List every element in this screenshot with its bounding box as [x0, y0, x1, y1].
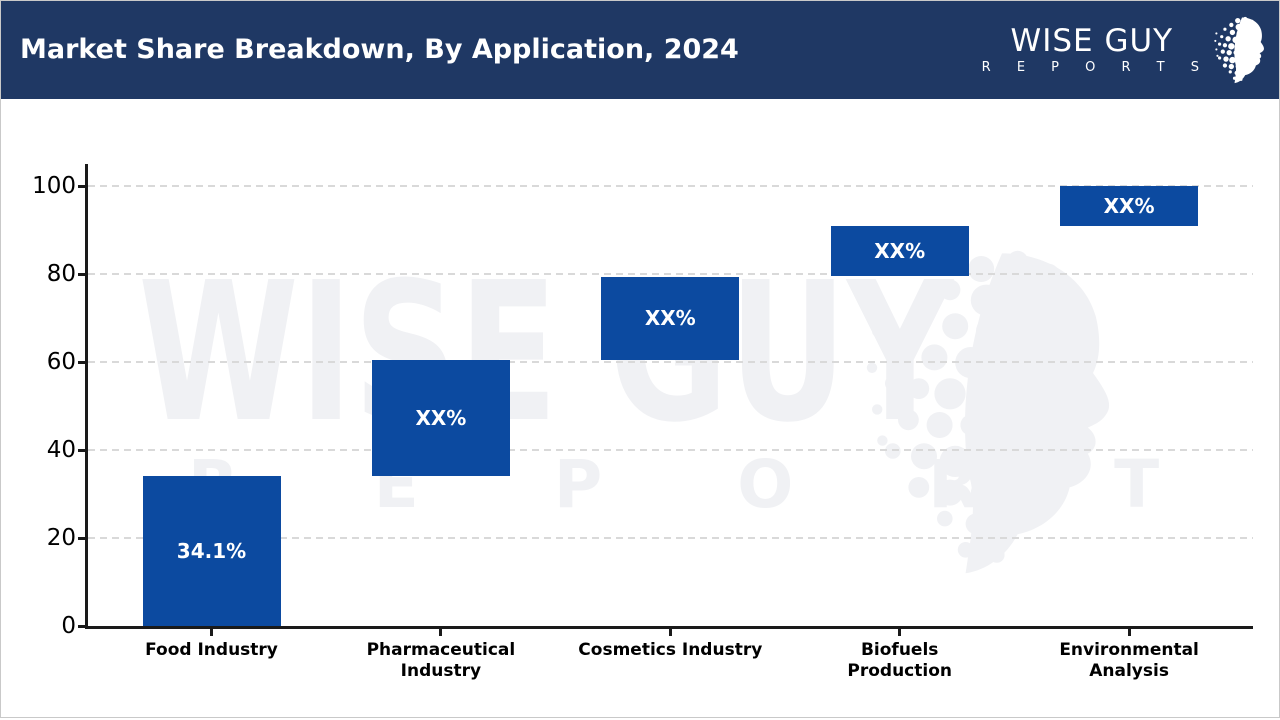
- gridline: [88, 273, 1253, 275]
- x-axis-tick: [668, 626, 672, 636]
- bar-value-label: XX%: [644, 306, 696, 331]
- header-bar: [0, 0, 1280, 99]
- x-axis-tick: [898, 626, 902, 636]
- y-axis-tick: [78, 361, 88, 364]
- y-axis-tick: [78, 449, 88, 452]
- gridline: [88, 537, 1253, 539]
- y-axis-tick: [78, 537, 88, 540]
- y-axis-tick: [78, 625, 88, 628]
- y-tick-label: 80: [46, 261, 76, 287]
- x-axis-tick: [1127, 626, 1131, 636]
- y-tick-label: 20: [46, 525, 76, 551]
- bar-value-label: 34.1%: [176, 538, 247, 563]
- bar-biofuels-production: XX%: [830, 226, 969, 277]
- x-axis-line: [85, 626, 1253, 629]
- gridline: [88, 361, 1253, 363]
- x-axis-tick: [439, 626, 443, 636]
- y-tick-label: 100: [32, 173, 76, 199]
- y-tick-label: 0: [61, 613, 76, 639]
- bar-environmental-analysis: XX%: [1060, 186, 1199, 227]
- bar-food-industry: 34.1%: [142, 475, 281, 626]
- brand-logo-text: WISE GUY R E P O R T S: [974, 25, 1210, 75]
- y-tick-label: 40: [46, 437, 76, 463]
- y-tick-label: 60: [46, 349, 76, 375]
- y-axis-line: [85, 164, 88, 629]
- brand-name: WISE GUY: [1010, 23, 1174, 60]
- x-tick-label: Cosmetics Industry: [578, 640, 763, 660]
- gridline: [88, 185, 1253, 187]
- bar-cosmetics-industry: XX%: [601, 276, 740, 360]
- bar-value-label: XX%: [874, 239, 926, 264]
- bar-pharmaceutical-industry: XX%: [371, 359, 510, 476]
- x-tick-label: Biofuels Production: [847, 640, 952, 681]
- bar-value-label: XX%: [1103, 194, 1155, 219]
- x-tick-label: Pharmaceutical Industry: [366, 640, 516, 681]
- bar-value-label: XX%: [415, 405, 467, 430]
- brand-head-icon: [1210, 7, 1274, 93]
- chart-title: Market Share Breakdown, By Application, …: [20, 34, 739, 65]
- x-tick-label: Food Industry: [145, 640, 278, 660]
- gridline: [88, 449, 1253, 451]
- brand-logo: WISE GUY R E P O R T S: [974, 5, 1274, 95]
- watermark-brand-text: WISE GUY: [138, 242, 953, 465]
- y-axis-tick: [78, 185, 88, 188]
- y-axis-tick: [78, 273, 88, 276]
- watermark-tagline-text: R E P O R T S: [188, 446, 1280, 523]
- brand-tagline: R E P O R T S: [981, 59, 1210, 75]
- x-tick-label: Environmental Analysis: [1059, 640, 1199, 681]
- x-axis-tick: [210, 626, 213, 636]
